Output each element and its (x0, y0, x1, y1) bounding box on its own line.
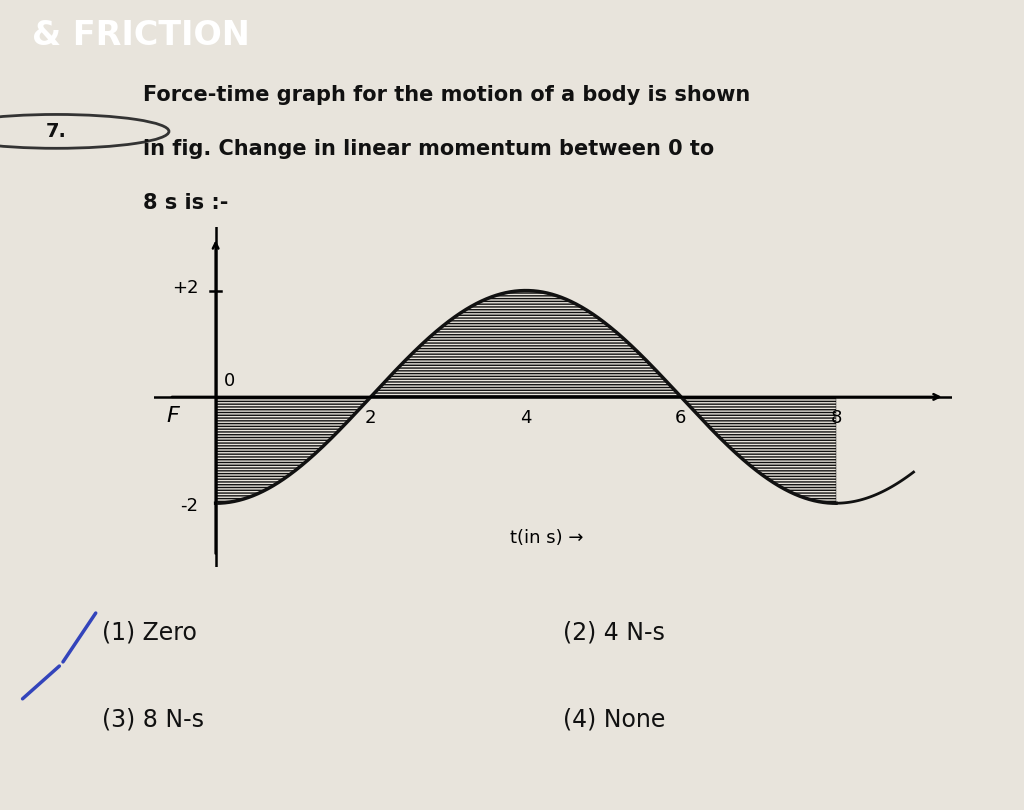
Text: Force-time graph for the motion of a body is shown: Force-time graph for the motion of a bod… (143, 85, 751, 105)
Text: (1) Zero: (1) Zero (102, 620, 198, 645)
Text: 2: 2 (365, 408, 377, 427)
Text: t(in s) →: t(in s) → (510, 529, 584, 547)
Text: 0: 0 (224, 372, 236, 390)
Text: -2: -2 (180, 497, 199, 515)
Text: & FRICTION: & FRICTION (32, 19, 250, 53)
Text: (2) 4 N-s: (2) 4 N-s (563, 620, 665, 645)
Text: 6: 6 (675, 408, 687, 427)
Text: (3) 8 N-s: (3) 8 N-s (102, 708, 205, 732)
Text: 8: 8 (830, 408, 842, 427)
Text: F: F (167, 406, 179, 425)
Text: +2: +2 (172, 279, 199, 297)
Text: 7.: 7. (46, 122, 67, 141)
Text: (4) None: (4) None (563, 708, 666, 732)
Text: 4: 4 (520, 408, 531, 427)
Text: 8 s is :-: 8 s is :- (143, 193, 228, 213)
Text: in fig. Change in linear momentum between 0 to: in fig. Change in linear momentum betwee… (143, 139, 715, 159)
